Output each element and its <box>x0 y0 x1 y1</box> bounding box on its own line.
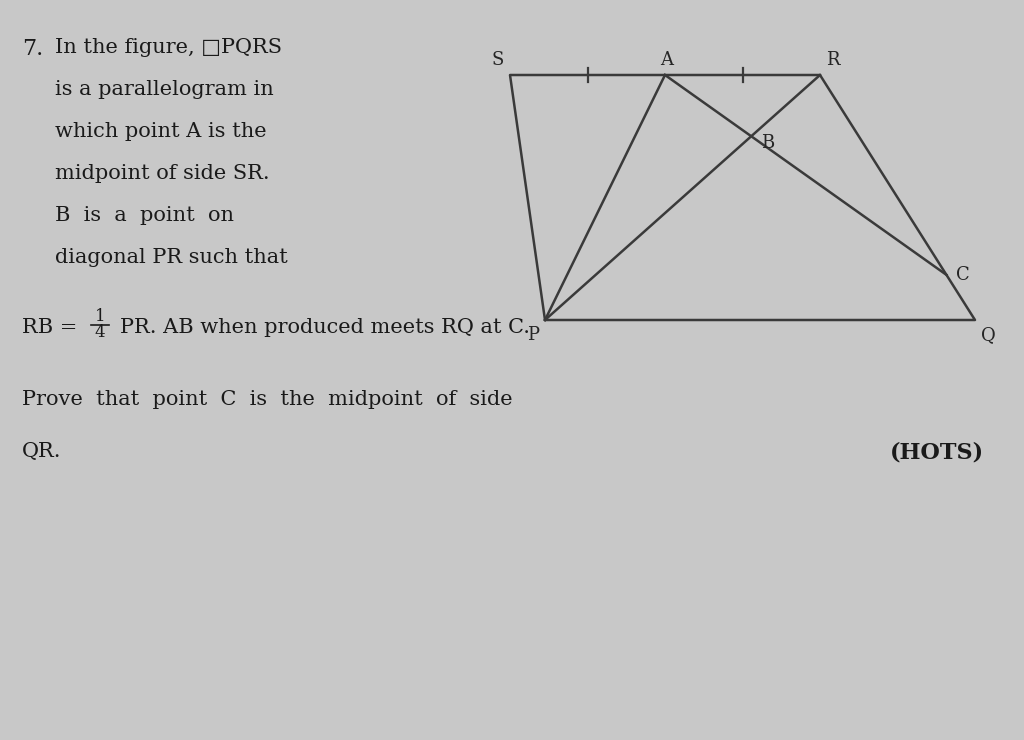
Text: R: R <box>826 51 840 69</box>
Text: A: A <box>660 51 674 69</box>
Text: Q: Q <box>981 326 995 344</box>
Text: QR.: QR. <box>22 442 61 461</box>
Text: 1: 1 <box>94 308 105 325</box>
Text: which point A is the: which point A is the <box>55 122 266 141</box>
Text: 4: 4 <box>94 324 105 341</box>
Text: (HOTS): (HOTS) <box>890 442 984 464</box>
Text: PR. AB when produced meets RQ at C.: PR. AB when produced meets RQ at C. <box>120 318 530 337</box>
Text: RB =: RB = <box>22 318 78 337</box>
Text: In the figure, □PQRS: In the figure, □PQRS <box>55 38 282 57</box>
Text: S: S <box>492 51 504 69</box>
Text: Prove  that  point  C  is  the  midpoint  of  side: Prove that point C is the midpoint of si… <box>22 390 513 409</box>
Text: P: P <box>527 326 539 344</box>
Text: 7.: 7. <box>22 38 43 60</box>
Text: is a parallelogram in: is a parallelogram in <box>55 80 273 99</box>
Text: diagonal PR such that: diagonal PR such that <box>55 248 288 267</box>
Text: C: C <box>956 266 970 284</box>
Text: B  is  a  point  on: B is a point on <box>55 206 234 225</box>
Text: B: B <box>761 134 774 152</box>
Text: midpoint of side SR.: midpoint of side SR. <box>55 164 269 183</box>
